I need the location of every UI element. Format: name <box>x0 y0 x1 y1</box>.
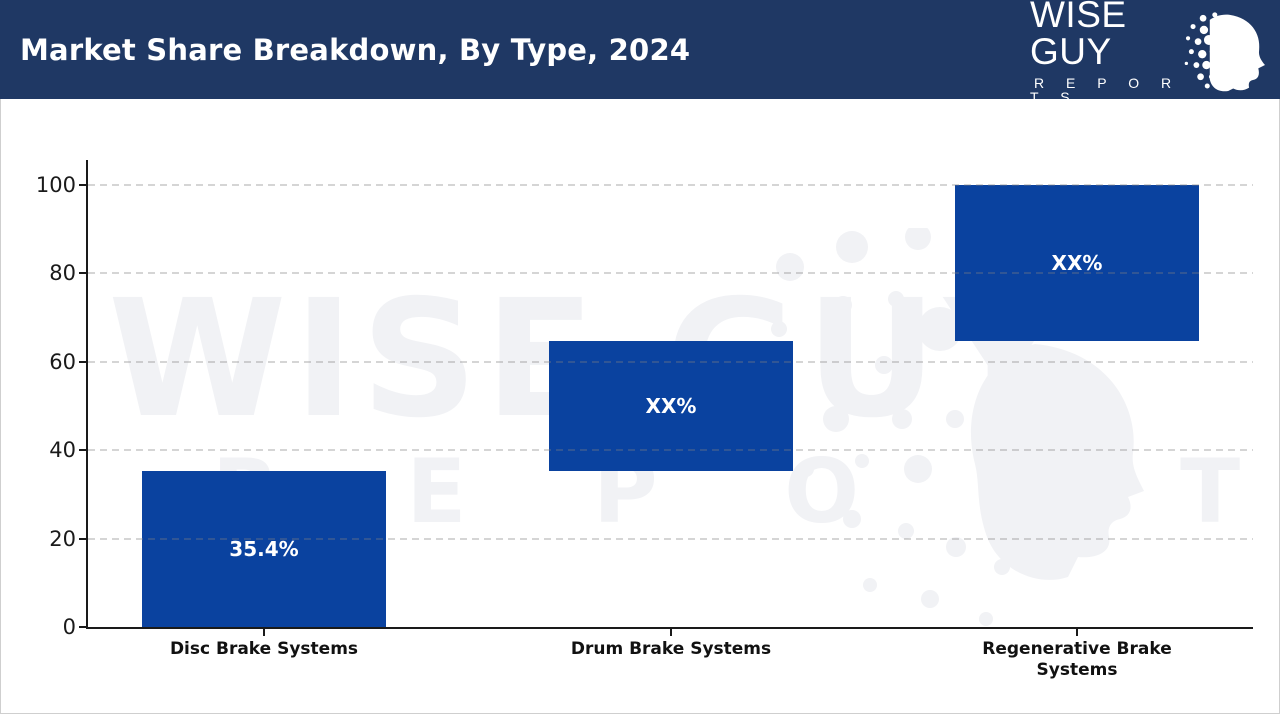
x-tick <box>1076 627 1078 636</box>
y-tick-label: 0 <box>62 615 76 639</box>
y-tick-label: 100 <box>35 173 76 197</box>
x-axis-line <box>86 627 1253 629</box>
logo-text: WISE GUY R E P O R T S <box>1030 0 1184 104</box>
y-tick <box>79 537 88 540</box>
grid-line <box>88 360 1253 363</box>
logo-subtitle: R E P O R T S <box>1030 75 1181 105</box>
bar-segment <box>549 341 793 471</box>
grid-line <box>88 537 1253 540</box>
bar-segment <box>955 185 1199 342</box>
y-tick <box>79 626 88 628</box>
face-profile-icon <box>1184 12 1265 92</box>
x-category-label: Drum Brake Systems <box>570 639 772 659</box>
logo-wordmark: WISE GUY <box>1030 0 1127 72</box>
y-axis-line <box>86 160 88 629</box>
y-tick-label: 20 <box>49 526 76 551</box>
y-tick <box>79 272 88 275</box>
x-tick <box>263 627 265 636</box>
x-category-label: Regenerative Brake Systems <box>982 639 1172 681</box>
grid-line <box>88 184 1253 186</box>
bar-value-label: XX% <box>645 394 697 418</box>
y-tick <box>79 184 88 186</box>
x-tick <box>670 627 672 636</box>
watermark-face-icon <box>771 228 1144 626</box>
y-tick <box>79 449 88 452</box>
y-tick-label: 60 <box>49 349 76 374</box>
bar-value-label: XX% <box>1051 251 1103 276</box>
x-category-label: Disc Brake Systems <box>169 639 359 659</box>
grid-line <box>88 449 1253 452</box>
header-bar: Market Share Breakdown, By Type, 2024 WI… <box>0 0 1280 104</box>
grid-line <box>88 272 1253 275</box>
bar-value-label: 35.4% <box>229 536 299 561</box>
y-tick-label: 40 <box>49 438 76 463</box>
wise-guy-reports-logo: WISE GUY R E P O R T S <box>1030 0 1270 104</box>
y-tick-label: 80 <box>49 261 76 286</box>
bar-segment <box>142 470 386 627</box>
y-tick <box>79 360 88 363</box>
page-title: Market Share Breakdown, By Type, 2024 <box>20 32 691 67</box>
